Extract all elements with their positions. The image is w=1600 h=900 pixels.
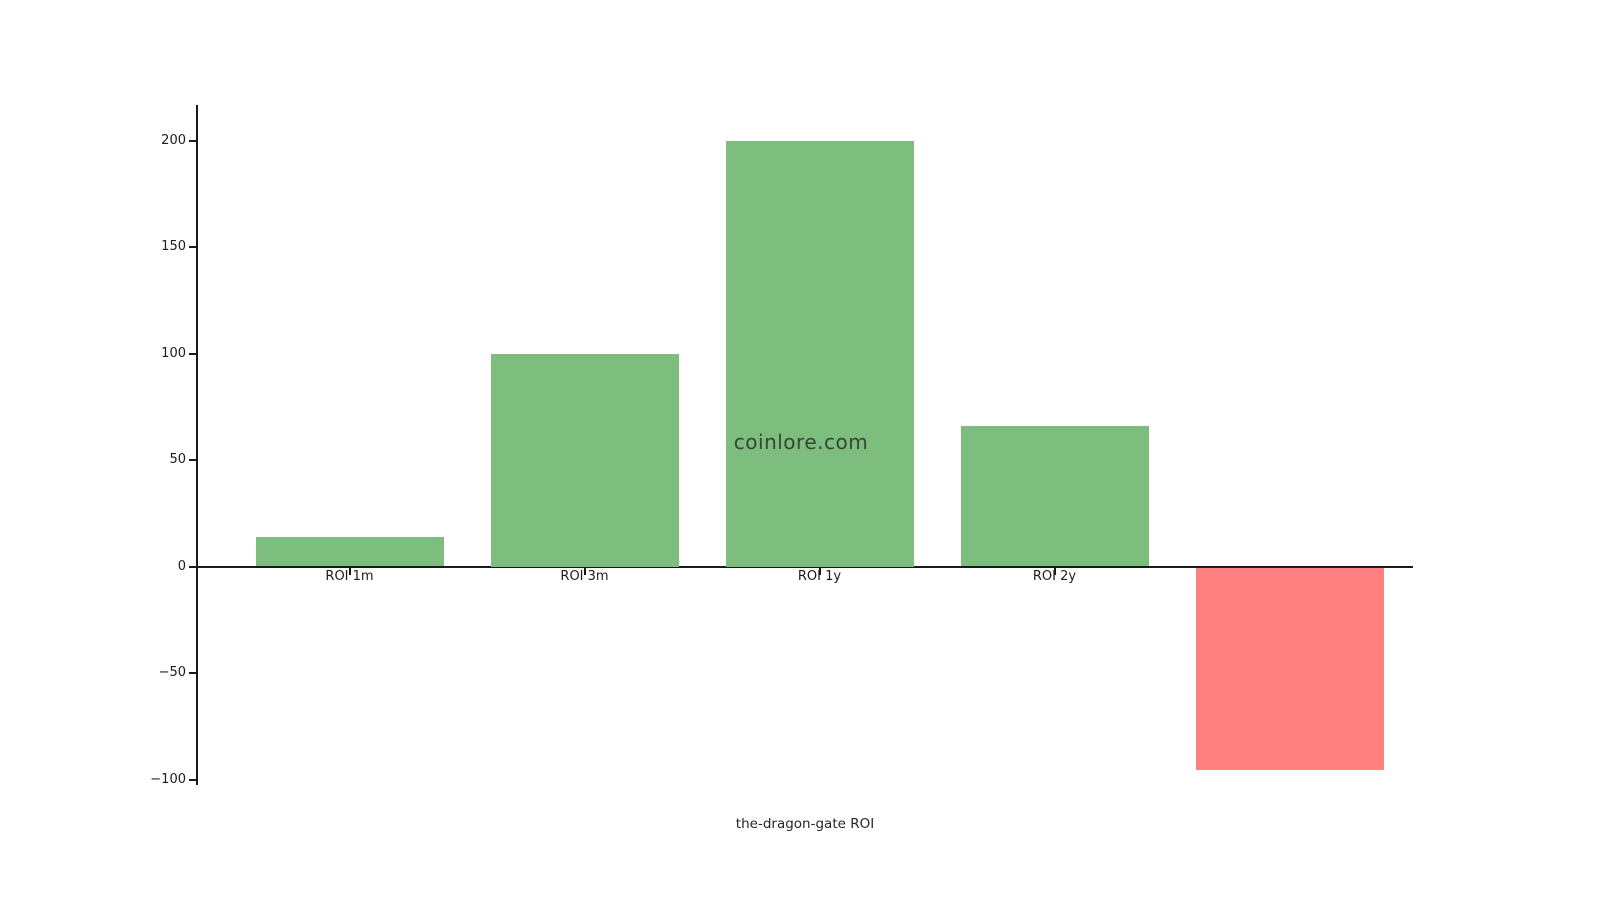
- x-axis-line: [196, 566, 1413, 568]
- y-axis-spine: [196, 105, 198, 785]
- bar-roi-2y: [960, 425, 1149, 567]
- chart-title: the-dragon-gate ROI: [735, 816, 875, 832]
- y-tick-mark: [189, 459, 196, 461]
- y-tick-label: 50: [169, 452, 186, 467]
- x-tick-label: ROI 2y: [1032, 569, 1077, 584]
- bar-roi-1m: [255, 536, 444, 567]
- x-tick-mark: [583, 568, 586, 575]
- y-tick-mark: [189, 246, 196, 248]
- y-tick-mark: [189, 672, 196, 674]
- x-tick-label: ROI 1y: [797, 569, 842, 584]
- y-tick-label: 0: [177, 558, 186, 574]
- y-tick-label: 100: [161, 345, 186, 361]
- y-tick-label: −50: [158, 665, 186, 680]
- x-tick-mark: [348, 568, 351, 575]
- x-tick-mark: [818, 568, 821, 575]
- x-tick-label: ROI 3m: [560, 569, 609, 584]
- y-tick-label: −100: [150, 771, 186, 787]
- y-tick-mark: [189, 778, 196, 781]
- bar-unlabeled: [1195, 567, 1384, 770]
- watermark-text: coinlore.com: [733, 430, 869, 454]
- x-tick-mark: [1053, 568, 1056, 575]
- y-tick-mark: [189, 565, 196, 568]
- bar-roi-3m: [490, 353, 679, 567]
- y-tick-mark: [189, 352, 196, 355]
- y-tick-label: 200: [161, 132, 186, 148]
- x-tick-label: ROI 1m: [325, 569, 374, 584]
- y-tick-mark: [189, 139, 196, 142]
- y-tick-label: 150: [161, 239, 186, 254]
- bar-roi-1y: [725, 140, 914, 567]
